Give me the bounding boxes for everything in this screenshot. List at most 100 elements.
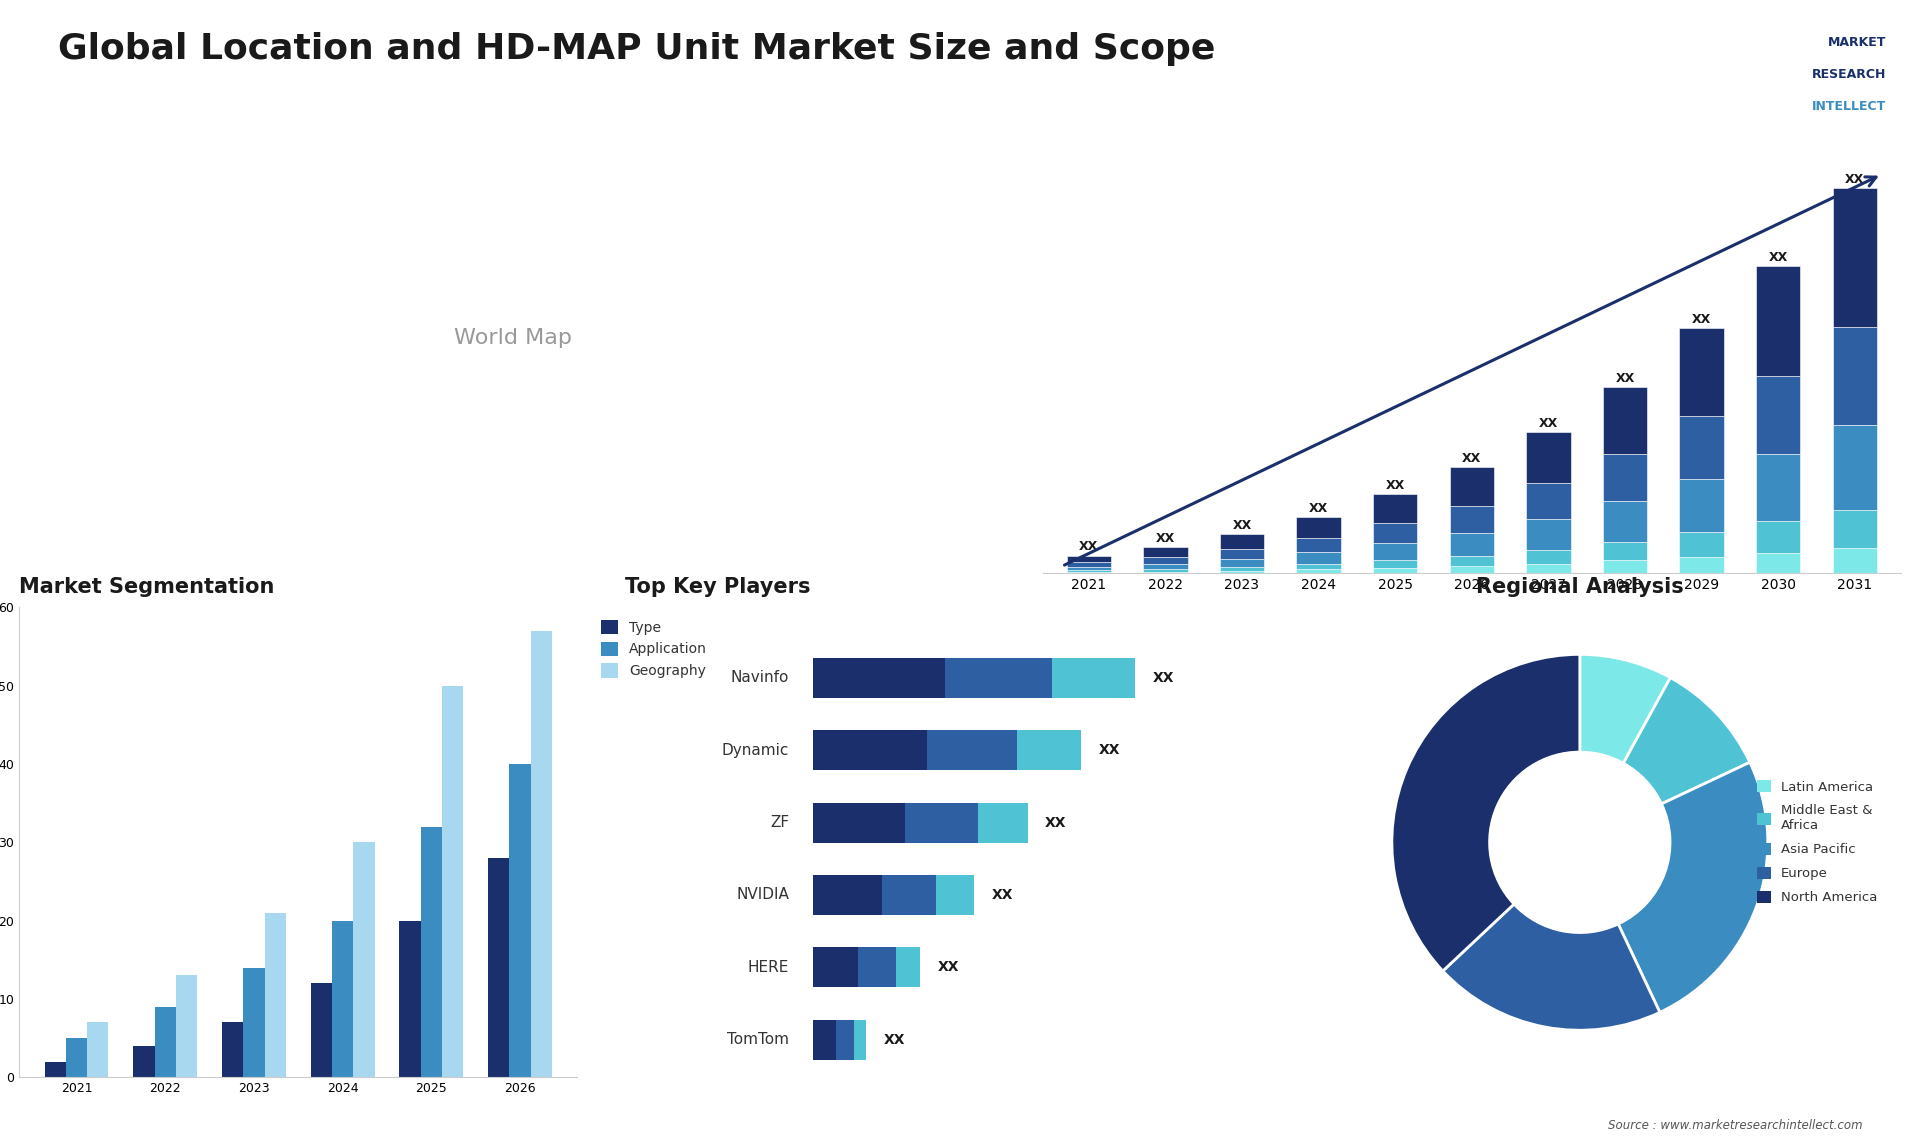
Text: Market Segmentation: Market Segmentation (19, 578, 275, 597)
Bar (1142, 564, 1188, 568)
Bar (1296, 517, 1340, 537)
Bar (1832, 327, 1878, 425)
Bar (1373, 560, 1417, 568)
Bar (897, 948, 920, 987)
Text: XX: XX (1538, 417, 1557, 430)
Text: XX: XX (1692, 313, 1711, 327)
Text: XX: XX (1845, 173, 1864, 186)
Bar (1066, 556, 1112, 563)
Text: XX: XX (883, 1033, 906, 1046)
Bar (812, 874, 881, 915)
Bar (332, 920, 353, 1077)
Bar (1832, 188, 1878, 327)
Bar (1052, 658, 1135, 698)
Bar (1450, 507, 1494, 533)
Bar (1142, 547, 1188, 557)
Bar (1526, 432, 1571, 484)
Bar (977, 802, 1027, 842)
Bar (812, 730, 927, 770)
Circle shape (1490, 752, 1670, 933)
Bar (1450, 556, 1494, 566)
Bar (1373, 524, 1417, 543)
Wedge shape (1622, 677, 1749, 803)
Bar (1296, 552, 1340, 564)
Bar (1603, 560, 1647, 573)
Bar (1450, 533, 1494, 556)
Bar (420, 826, 442, 1077)
Text: Global Location and HD-MAP Unit Market Size and Scope: Global Location and HD-MAP Unit Market S… (58, 32, 1215, 66)
Bar (812, 802, 904, 842)
Bar (1757, 521, 1801, 552)
Bar (1373, 568, 1417, 573)
Bar (1680, 329, 1724, 416)
Bar (1680, 479, 1724, 532)
Bar (1296, 537, 1340, 552)
Bar (65, 1038, 86, 1077)
Text: Source : www.marketresearchintellect.com: Source : www.marketresearchintellect.com (1607, 1120, 1862, 1132)
Bar (1680, 416, 1724, 479)
Text: XX: XX (1079, 540, 1098, 554)
Text: Top Key Players: Top Key Players (626, 578, 810, 597)
Bar (1296, 564, 1340, 570)
Text: XX: XX (1044, 816, 1068, 830)
Text: World Map: World Map (453, 328, 572, 348)
Bar (927, 730, 1018, 770)
Bar (223, 1022, 244, 1077)
Bar (1526, 519, 1571, 550)
Bar (1832, 549, 1878, 573)
Bar (1757, 454, 1801, 521)
Text: INTELLECT: INTELLECT (1812, 100, 1885, 112)
Bar (177, 975, 198, 1077)
Text: XX: XX (1098, 744, 1121, 758)
Bar (812, 658, 945, 698)
Wedge shape (1580, 654, 1670, 763)
Bar (904, 802, 977, 842)
Bar (812, 948, 858, 987)
Text: XX: XX (1386, 479, 1405, 492)
Wedge shape (1619, 762, 1768, 1012)
Bar (881, 874, 935, 915)
Bar (1680, 532, 1724, 557)
Bar (1526, 484, 1571, 519)
Text: XX: XX (937, 960, 960, 974)
Bar (1219, 549, 1263, 558)
Bar (1603, 387, 1647, 454)
Bar (1142, 557, 1188, 564)
Bar (812, 1020, 835, 1060)
Bar (1832, 510, 1878, 549)
Bar (1142, 568, 1188, 572)
Bar (1526, 550, 1571, 564)
Bar (1526, 564, 1571, 573)
Bar (44, 1061, 65, 1077)
Bar (1142, 572, 1188, 573)
Text: RESEARCH: RESEARCH (1812, 68, 1885, 81)
Bar (265, 912, 286, 1077)
Bar (488, 858, 509, 1077)
Bar (1219, 567, 1263, 571)
Legend: Latin America, Middle East &
Africa, Asia Pacific, Europe, North America: Latin America, Middle East & Africa, Asi… (1751, 774, 1884, 911)
Text: XX: XX (1156, 532, 1175, 544)
Bar (1603, 454, 1647, 501)
Bar (1603, 501, 1647, 542)
Bar (132, 1046, 156, 1077)
Bar (311, 983, 332, 1077)
Bar (530, 630, 553, 1077)
Text: XX: XX (1463, 452, 1482, 465)
Bar (945, 658, 1052, 698)
Bar (835, 1020, 854, 1060)
Text: ZF: ZF (770, 815, 789, 830)
Wedge shape (1392, 654, 1580, 971)
Bar (1680, 557, 1724, 573)
Bar (1219, 558, 1263, 567)
Legend: Type, Application, Geography: Type, Application, Geography (595, 614, 712, 684)
Bar (1066, 563, 1112, 567)
Bar (1757, 266, 1801, 376)
Bar (1373, 494, 1417, 524)
Bar (1018, 730, 1081, 770)
Text: XX: XX (1615, 372, 1634, 385)
Text: XX: XX (1233, 519, 1252, 532)
Text: Navinfo: Navinfo (732, 670, 789, 685)
Text: Dynamic: Dynamic (722, 743, 789, 758)
Bar (1450, 566, 1494, 573)
Bar (1373, 543, 1417, 560)
